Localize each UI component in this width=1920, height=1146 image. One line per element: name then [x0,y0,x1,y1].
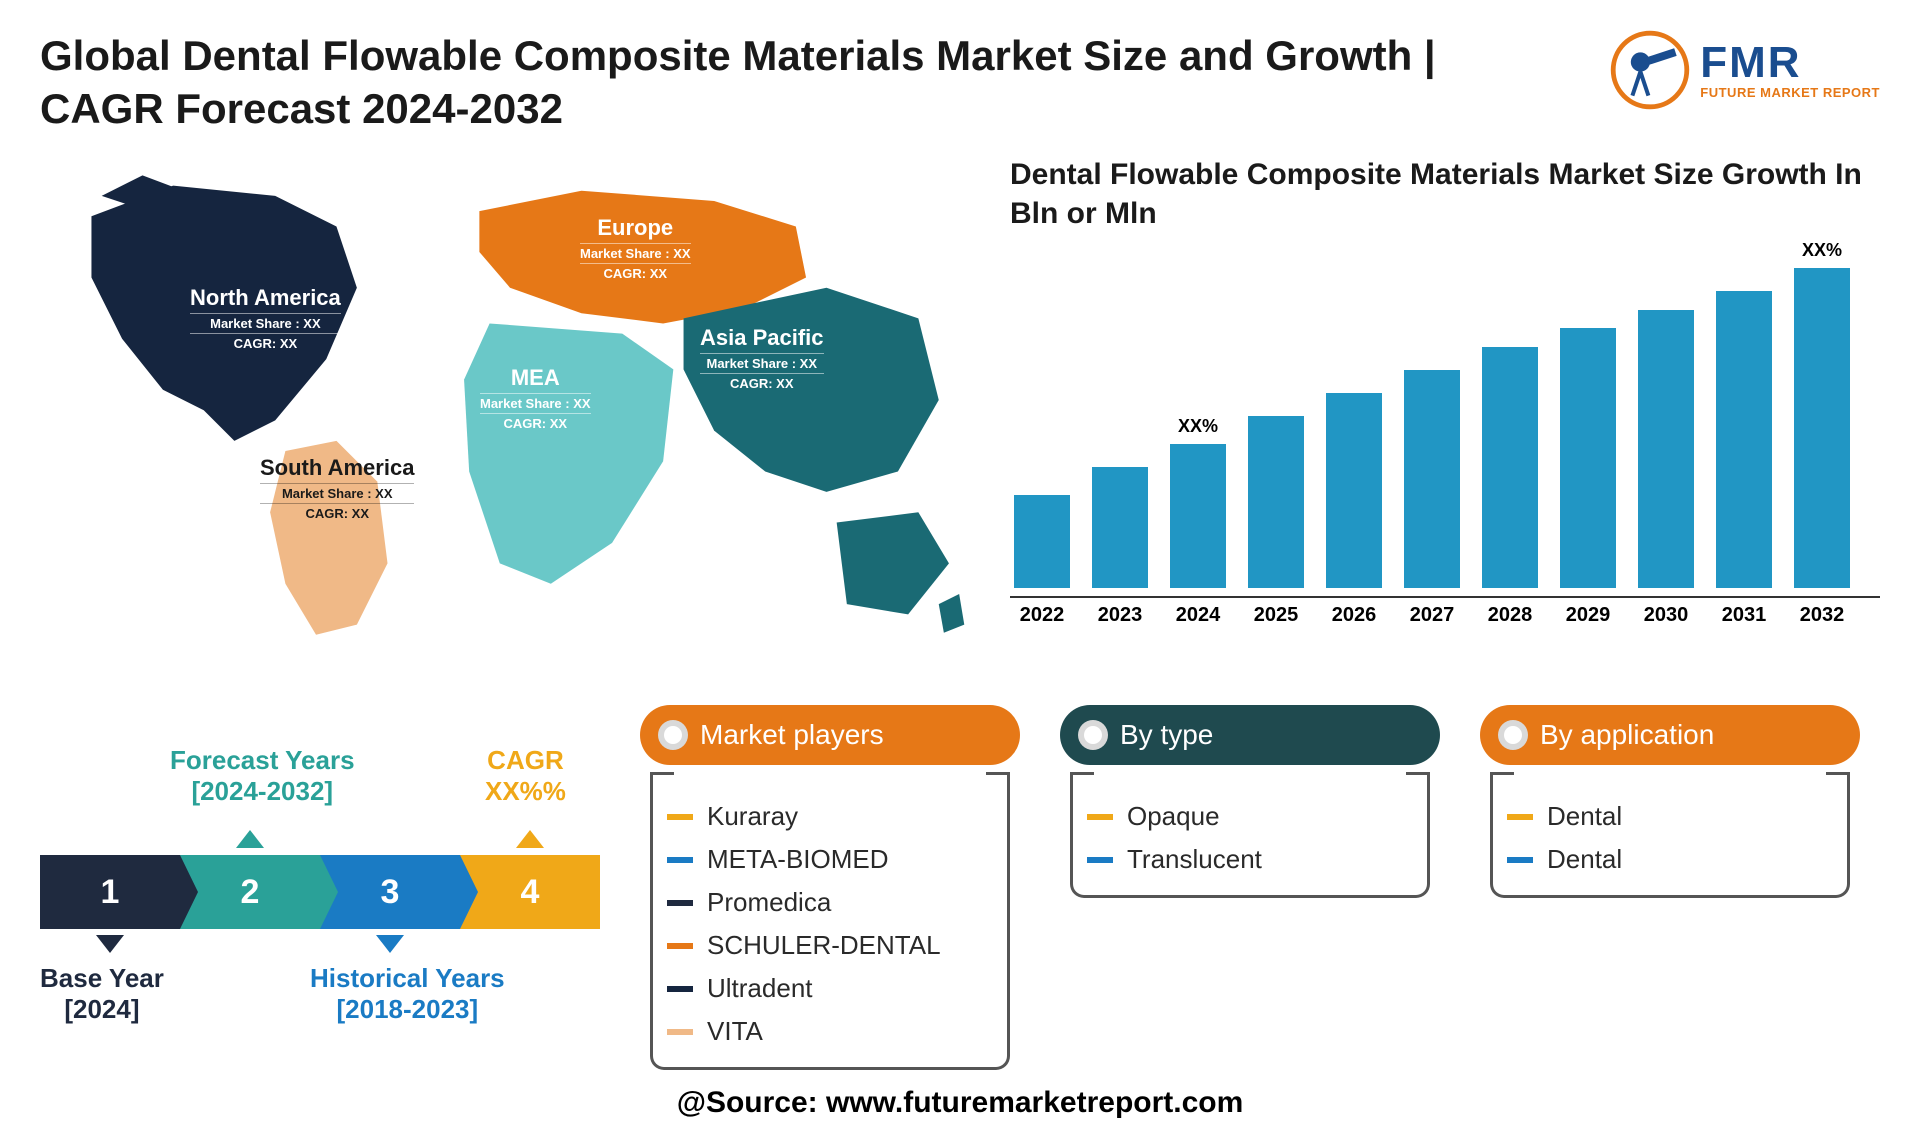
bar [1712,291,1776,588]
list-item: Ultradent [667,967,993,1010]
list-item: Translucent [1087,838,1413,881]
tl-forecast: Forecast Years [2024-2032] [170,745,355,807]
timeline-segment: 2 [180,855,320,929]
bar [1478,347,1542,588]
bullet-icon [667,986,693,992]
tl-cagr: CAGR XX%% [485,745,566,807]
bar [1400,370,1464,588]
x-label: 2032 [1790,604,1854,627]
bar [1244,416,1308,588]
timeline-segment: 1 [40,855,180,929]
bar [1010,495,1074,588]
tl-base: Base Year [2024] [40,963,164,1025]
bar-annotation: XX% [1178,416,1218,437]
by-application-col: By application DentalDental [1480,705,1860,898]
region-eu: Europe Market Share : XX CAGR: XX [580,215,691,281]
x-label: 2022 [1010,604,1074,627]
bullet-icon [667,814,693,820]
x-label: 2024 [1166,604,1230,627]
timeline-segment: 4 [460,855,600,929]
bar-chart: Dental Flowable Composite Materials Mark… [1010,155,1880,645]
list-item: Dental [1507,795,1833,838]
bullet-icon [667,900,693,906]
bullet-icon [667,943,693,949]
x-label: 2029 [1556,604,1620,627]
x-label: 2027 [1400,604,1464,627]
item-list: OpaqueTranslucent [1070,775,1430,898]
bar [1322,393,1386,588]
header: Global Dental Flowable Composite Materia… [40,30,1880,135]
logo: FMR FUTURE MARKET REPORT [1610,30,1880,110]
tl-historical: Historical Years [2018-2023] [310,963,505,1025]
region-na: North America Market Share : XX CAGR: XX [190,285,341,351]
logo-subtext: FUTURE MARKET REPORT [1700,85,1880,100]
region-mea: MEA Market Share : XX CAGR: XX [480,365,591,431]
timeline: Forecast Years [2024-2032] CAGR XX%% 123… [40,705,600,1045]
bar-annotation: XX% [1802,240,1842,261]
bullet-icon [667,1029,693,1035]
item-list: KurarayMETA-BIOMEDPromedicaSCHULER-DENTA… [650,775,1010,1070]
bullet-icon [1087,857,1113,863]
chart-title: Dental Flowable Composite Materials Mark… [1010,155,1880,233]
by-type-col: By type OpaqueTranslucent [1060,705,1440,898]
world-map: North America Market Share : XX CAGR: XX… [40,155,980,645]
bar [1088,467,1152,588]
telescope-icon [1610,30,1690,110]
triangle-up-icon [516,830,544,848]
list-item: VITA [667,1010,993,1053]
timeline-segment: 3 [320,855,460,929]
x-label: 2025 [1244,604,1308,627]
item-list: DentalDental [1490,775,1850,898]
x-label: 2026 [1322,604,1386,627]
category-pill: By application [1480,705,1860,765]
list-item: Promedica [667,881,993,924]
list-item: META-BIOMED [667,838,993,881]
x-label: 2031 [1712,604,1776,627]
list-item: SCHULER-DENTAL [667,924,993,967]
bullet-icon [1507,857,1533,863]
bar: XX% [1166,444,1230,588]
bar [1556,328,1620,588]
logo-text: FMR [1700,41,1880,85]
triangle-up-icon [236,830,264,848]
page-title: Global Dental Flowable Composite Materia… [40,30,1490,135]
source-text: @Source: www.futuremarketreport.com [677,1086,1244,1120]
category-pill: By type [1060,705,1440,765]
list-item: Kuraray [667,795,993,838]
bar [1634,310,1698,588]
x-label: 2030 [1634,604,1698,627]
bullet-icon [1087,814,1113,820]
triangle-down-icon [376,935,404,953]
bullet-icon [1507,814,1533,820]
category-pill: Market players [640,705,1020,765]
region-sa: South America Market Share : XX CAGR: XX [260,455,414,521]
x-label: 2028 [1478,604,1542,627]
bar: XX% [1790,268,1854,588]
triangle-down-icon [96,935,124,953]
list-item: Opaque [1087,795,1413,838]
list-item: Dental [1507,838,1833,881]
market-players-col: Market players KurarayMETA-BIOMEDPromedic… [640,705,1020,1070]
bullet-icon [667,857,693,863]
region-ap: Asia Pacific Market Share : XX CAGR: XX [700,325,824,391]
x-label: 2023 [1088,604,1152,627]
